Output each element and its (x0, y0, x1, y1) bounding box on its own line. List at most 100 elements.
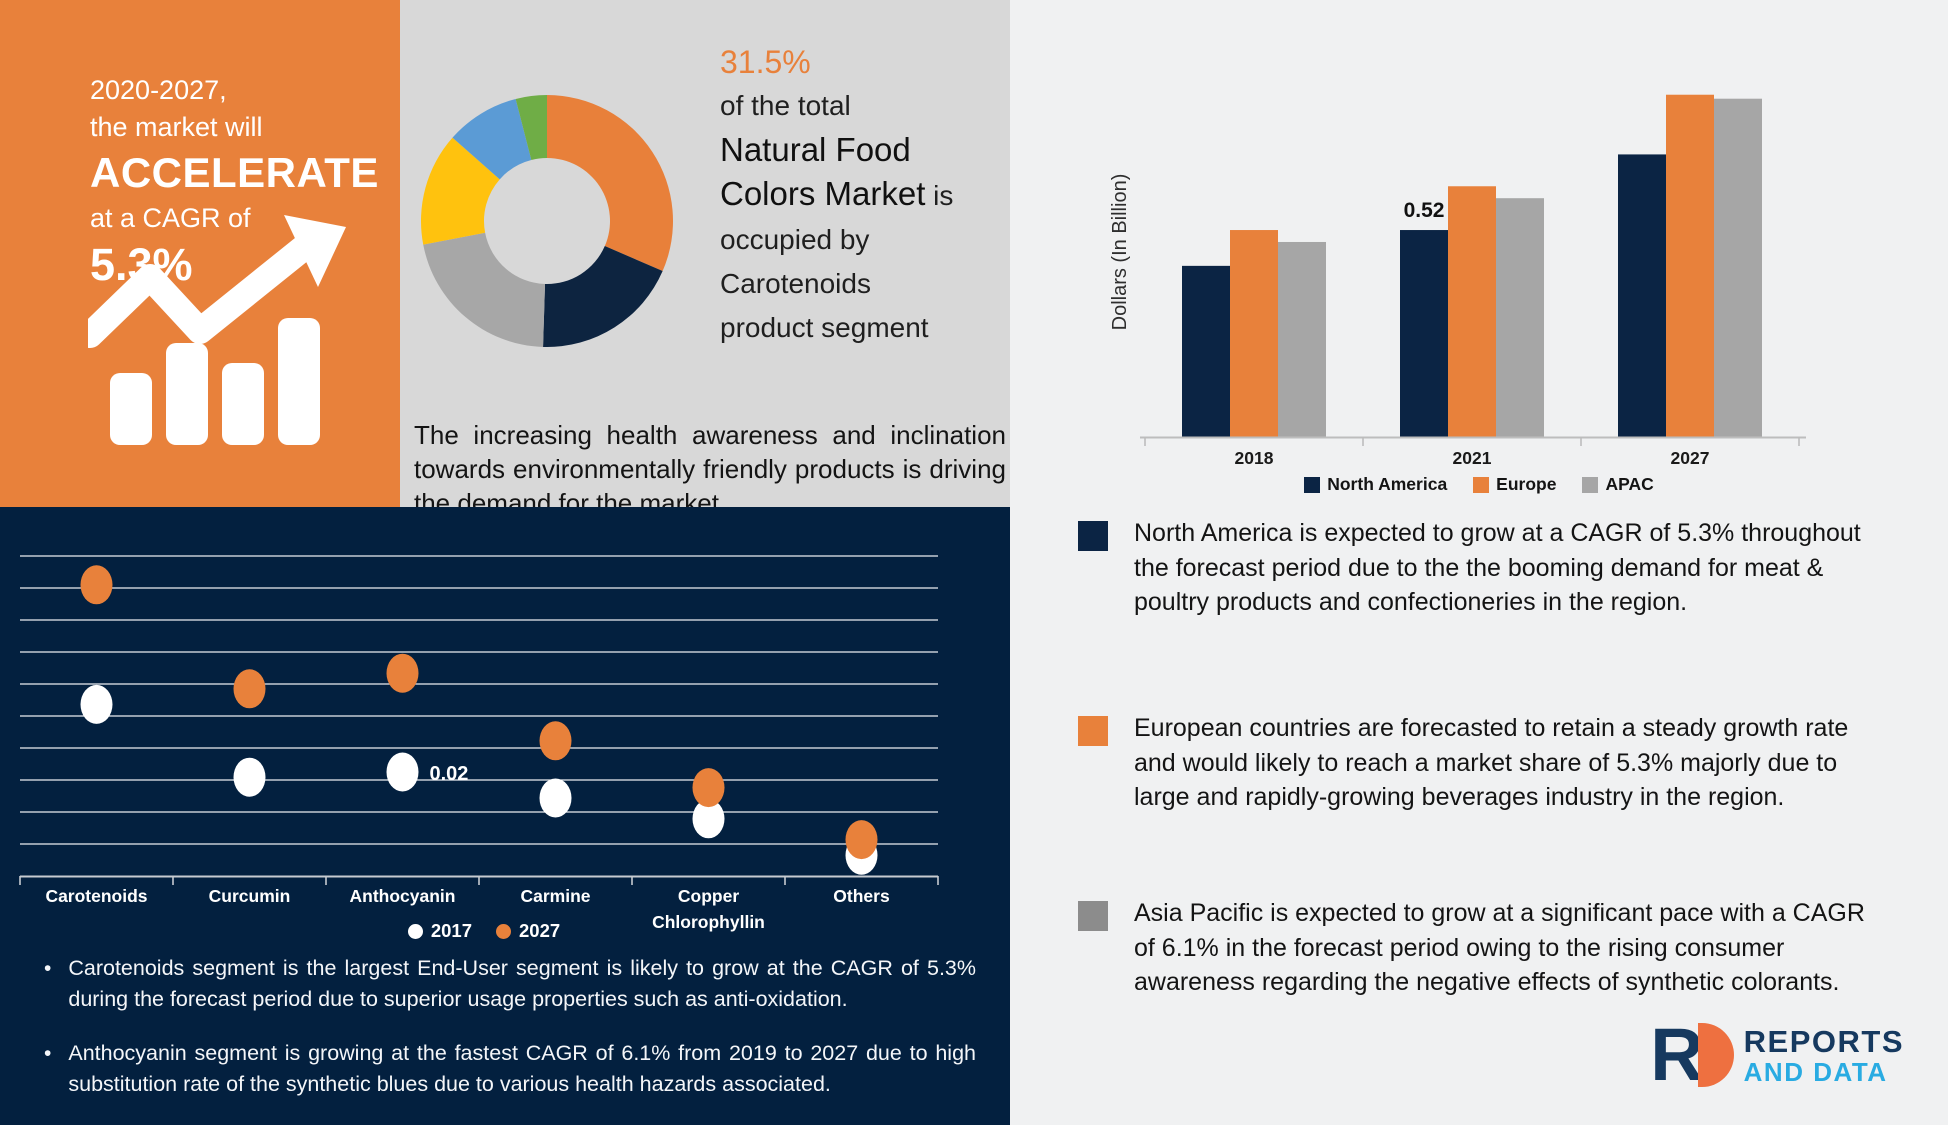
headline-line: product segment (720, 312, 929, 343)
dot-2027-carmine (539, 721, 572, 761)
dot-data-label: 0.02 (430, 763, 469, 785)
insight-north-america: North America is expected to grow at a C… (1078, 516, 1918, 620)
headline-market: Colors Market (720, 175, 926, 212)
dot-legend-label: 2017 (430, 920, 472, 941)
bullet-marker: • (44, 1042, 52, 1065)
dot-category-label-curcumin: Curcumin (208, 886, 291, 906)
segment-bullet-list: • Carotenoids segment is the largest End… (44, 953, 976, 1123)
dot-2017-copper-chlorophyllin (692, 799, 725, 839)
bullet-text: Carotenoids segment is the largest End-U… (68, 956, 976, 1011)
logo-anddata-text: AND DATA (1743, 1056, 1888, 1087)
dot-legend-item-2027: 2027 (496, 920, 560, 942)
bar-chart-legend: North America Europe APAC (1010, 474, 1948, 495)
cagr-line-atcagr: at a CAGR of (90, 203, 251, 233)
bar-y-axis-label: Dollars (In Billion) (1109, 174, 1131, 331)
dot-2027-anthocyanin (386, 653, 419, 693)
legend-item-europe: Europe (1473, 474, 1556, 495)
insight-marker-orange (1078, 716, 1108, 746)
headline-line: occupied by (720, 224, 870, 255)
insight-text: European countries are forecasted to ret… (1134, 714, 1849, 811)
dot-2027-copper-chlorophyllin (692, 768, 725, 808)
dot-category-label-carmine: Carmine (520, 886, 591, 906)
insight-text: Asia Pacific is expected to grow at a si… (1134, 899, 1865, 996)
headline-line: of the total (720, 90, 851, 121)
headline-segment-name: Carotenoids (720, 268, 871, 299)
headline-is: is (925, 180, 954, 211)
bar-north-america-2027 (1618, 154, 1666, 438)
dot-2027-curcumin (233, 669, 266, 709)
dot-2017-curcumin (233, 757, 266, 797)
donut-panel: 31.5% of the total Natural Food Colors M… (400, 0, 1010, 518)
product-share-donut-chart (421, 95, 673, 347)
dot-legend-item-2017: 2017 (407, 920, 472, 942)
donut-headline: 31.5% of the total Natural Food Colors M… (720, 40, 1002, 350)
logo-shape-d (1697, 1023, 1734, 1087)
segment-dot-plot: 0.02 (19, 555, 939, 885)
donut-segment-green (515, 95, 547, 160)
donut-segment-Carotenoids (547, 95, 673, 272)
insight-marker-gray (1078, 901, 1108, 931)
dot-plot-category-labels: Carotenoids Curcumin Anthocyanin Carmine Cop… (0, 883, 1010, 947)
donut-segment-navy (543, 246, 663, 347)
cagr-line-market: the market will (90, 112, 263, 142)
dot-plot-legend: 2017 2027 (0, 915, 968, 947)
bar-europe-2021 (1448, 186, 1496, 437)
bar-x-label-2027: 2027 (1671, 448, 1710, 468)
bar-apac-2027 (1714, 98, 1762, 437)
headline-line: Colors Market is (720, 172, 1002, 218)
bar-apac-2018 (1278, 241, 1326, 437)
dot-2027-carotenoids (80, 565, 113, 605)
insight-text: North America is expected to grow at a C… (1134, 519, 1861, 616)
dot-category-label-copper-chlorophyllin: Copper Chlorophyllin (652, 886, 765, 932)
dot-2017-anthocyanin (386, 752, 419, 792)
dot-legend-swatch (407, 923, 423, 939)
growth-arrow-icon (88, 215, 346, 445)
donut-segment-yellow (421, 137, 500, 245)
bullet-item: • Carotenoids segment is the largest End… (44, 953, 976, 1015)
regional-bar-chart: Dollars (In Billion) 2018 2021 2027 0.52 (1109, 94, 1806, 468)
cagr-line-accelerate: ACCELERATE (90, 149, 379, 196)
reports-and-data-logo: R REPORTS AND DATA (1650, 1013, 1904, 1096)
donut-segment-blue (452, 98, 532, 180)
bullet-text: Anthocyanin segment is growing at the fa… (68, 1041, 976, 1096)
insight-apac: Asia Pacific is expected to grow at a si… (1078, 896, 1918, 1000)
insight-marker-navy (1078, 521, 1108, 551)
bar-data-label: 0.52 (1404, 199, 1445, 222)
segment-panel: 0.02 Carotenoids Curcumin Anthocyanin Carmi… (0, 507, 1010, 1125)
legend-swatch (1473, 476, 1490, 493)
dot-2027-others (845, 820, 878, 860)
legend-item-north-america: North America (1304, 474, 1447, 495)
legend-label: North America (1327, 474, 1448, 494)
bullet-marker: • (44, 957, 52, 980)
dot-category-label-anthocyanin: Anthocyanin (349, 886, 456, 906)
logo-reports-text: REPORTS (1743, 1023, 1904, 1059)
dot-2017-carotenoids (80, 684, 113, 724)
cagr-line-years: 2020-2027, (90, 75, 227, 105)
dot-category-label-carotenoids: Carotenoids (45, 886, 148, 906)
donut-segment-gray (423, 232, 546, 347)
bar-apac-2021 (1496, 198, 1544, 437)
legend-label: APAC (1605, 474, 1654, 494)
dot-legend-swatch (496, 923, 511, 939)
logo-wordmark: REPORTS AND DATA (1744, 1025, 1904, 1086)
legend-swatch (1304, 476, 1321, 493)
share-percentage: 31.5% (720, 44, 811, 80)
bullet-item: • Anthocyanin segment is growing at the … (44, 1038, 976, 1100)
bar-north-america-2021 (1400, 230, 1448, 437)
cagr-panel: 2020-2027, the market will ACCELERATE at… (0, 0, 400, 507)
insight-europe: European countries are forecasted to ret… (1078, 711, 1918, 815)
bar-x-label-2021: 2021 (1453, 448, 1492, 468)
headline-line: Natural Food (720, 131, 911, 168)
legend-label: Europe (1496, 474, 1557, 494)
dot-2017-carmine (539, 778, 572, 818)
bar-x-label-2018: 2018 (1235, 448, 1274, 468)
legend-item-apac: APAC (1582, 474, 1654, 495)
market-driver-paragraph: The increasing health awareness and incl… (414, 420, 1006, 518)
bar-europe-2027 (1666, 94, 1714, 437)
logo-monogram: R (1650, 1013, 1734, 1096)
bar-europe-2018 (1230, 230, 1278, 437)
regional-panel: Dollars (In Billion) 2018 2021 2027 0.52 Nor… (1010, 0, 1948, 1125)
dot-category-label-others: Others (833, 886, 890, 906)
logo-letter-r: R (1650, 1013, 1703, 1096)
